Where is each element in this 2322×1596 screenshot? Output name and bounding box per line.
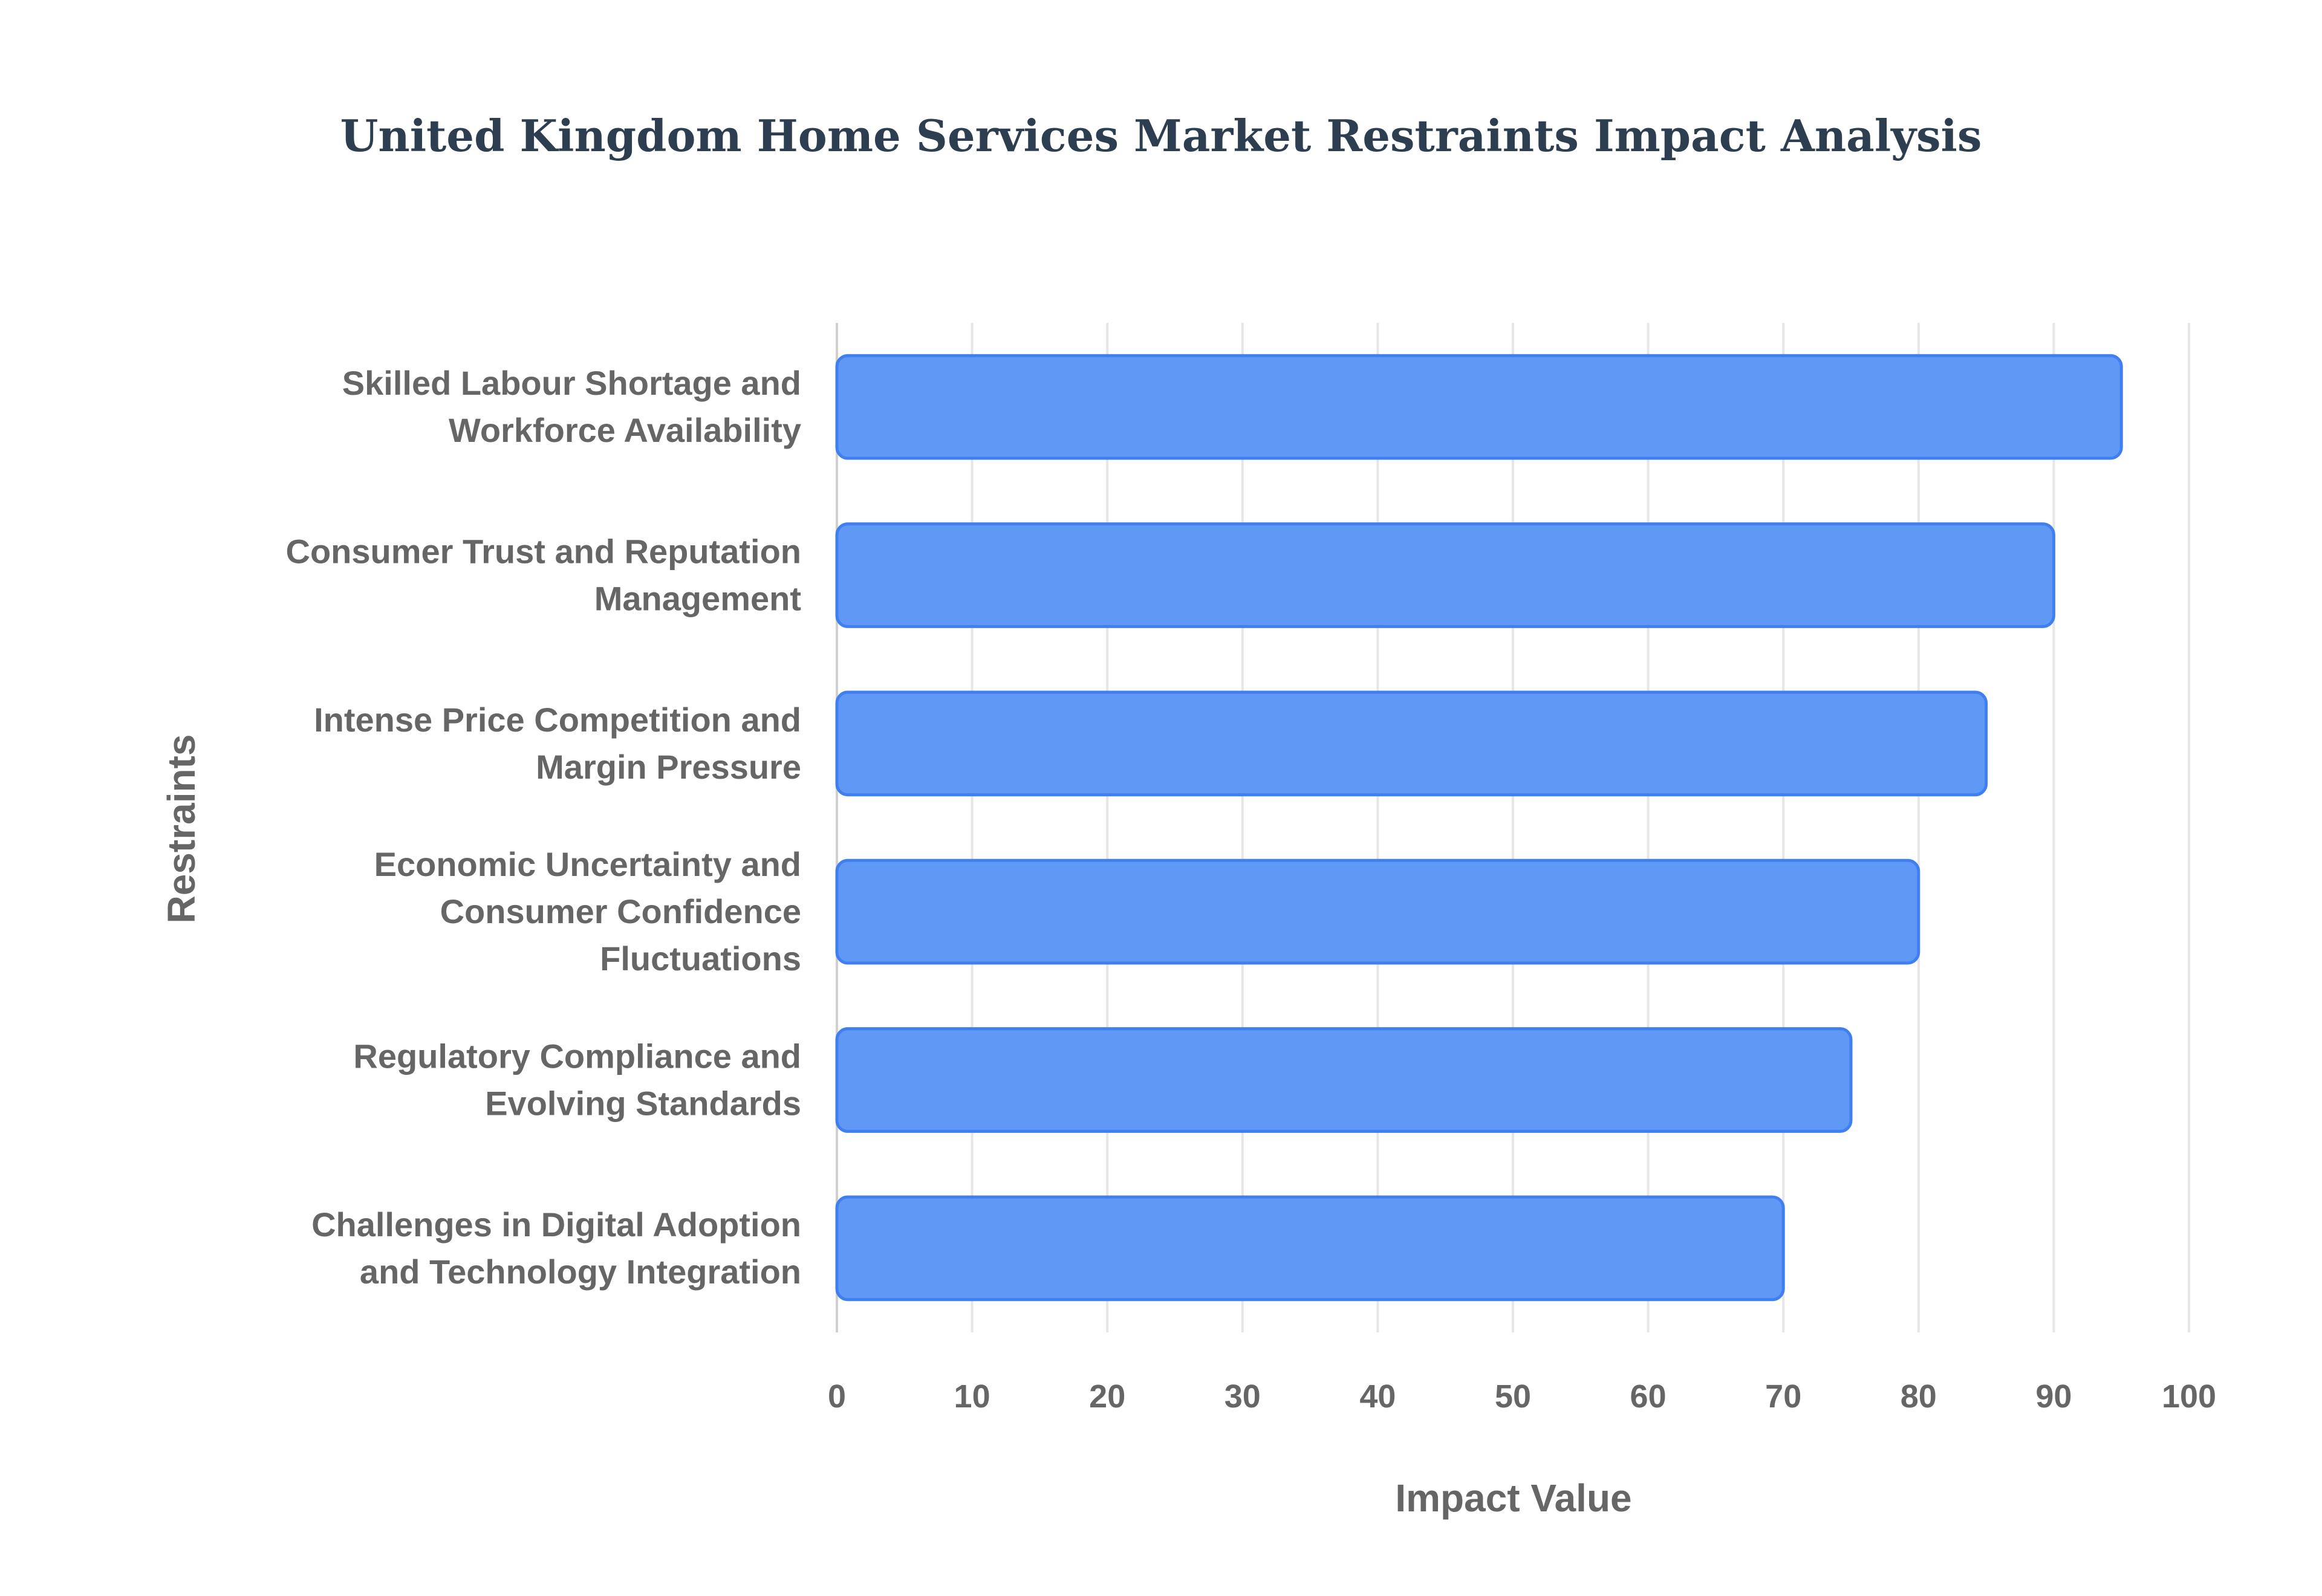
- y-tick-label: Challenges in Digital Adoption and Techno…: [311, 1205, 801, 1291]
- bar: [835, 858, 1920, 965]
- y-tick-label: Consumer Trust and Reputation Management: [286, 533, 802, 618]
- y-tick-label: Intense Price Competition and Margin Pres…: [314, 701, 801, 786]
- y-tick-label: Skilled Labour Shortage and Workforce Ava…: [342, 364, 801, 449]
- y-tick-label-line: and Technology Integration: [360, 1253, 801, 1291]
- bar: [835, 522, 2055, 628]
- bar: [835, 354, 2123, 460]
- y-tick-label-line: Consumer Trust and Reputation: [286, 533, 802, 571]
- y-tick-label: Regulatory Compliance and Evolving Standa…: [353, 1037, 801, 1123]
- y-tick-label-line: Economic Uncertainty and: [374, 845, 801, 883]
- x-tick-labels: 0 10 20 30 40 50 60 70 80 90 100: [828, 1378, 2216, 1415]
- y-axis-title: Restraints: [160, 735, 203, 924]
- y-tick-label: Economic Uncertainty and Consumer Confide…: [374, 845, 801, 978]
- bar: [835, 1195, 1785, 1302]
- x-tick-label: 50: [1495, 1378, 1531, 1415]
- y-tick-label-line: Regulatory Compliance and: [353, 1037, 801, 1075]
- x-tick-label: 60: [1630, 1378, 1667, 1415]
- x-tick-label: 90: [2035, 1378, 2072, 1415]
- bar: [835, 1027, 1853, 1133]
- x-tick-label: 100: [2162, 1378, 2216, 1415]
- x-tick-label: 10: [954, 1378, 990, 1415]
- x-axis-title: Impact Value: [1395, 1476, 1631, 1520]
- y-tick-label-line: Intense Price Competition and: [314, 701, 801, 739]
- y-tick-label-line: Evolving Standards: [485, 1085, 801, 1123]
- x-tick-label: 40: [1359, 1378, 1396, 1415]
- y-tick-label-line: Challenges in Digital Adoption: [311, 1205, 801, 1244]
- x-tick-label: 80: [1901, 1378, 1937, 1415]
- bar: [835, 690, 1988, 797]
- x-tick-label: 0: [828, 1378, 846, 1415]
- y-tick-labels: Skilled Labour Shortage and Workforce Ava…: [286, 364, 802, 1291]
- grid-lines: [836, 323, 2190, 1332]
- chart-title: United Kingdom Home Services Market Rest…: [340, 110, 1982, 161]
- y-tick-label-line: Fluctuations: [600, 939, 801, 978]
- y-tick-label-line: Workforce Availability: [449, 411, 801, 449]
- bars: [835, 354, 2123, 1302]
- x-tick-label: 20: [1089, 1378, 1125, 1415]
- x-tick-label: 30: [1224, 1378, 1261, 1415]
- y-tick-label-line: Management: [594, 580, 801, 618]
- x-tick-label: 70: [1765, 1378, 1801, 1415]
- y-tick-label-line: Skilled Labour Shortage and: [342, 364, 801, 402]
- y-tick-label-line: Margin Pressure: [536, 748, 801, 786]
- y-tick-label-line: Consumer Confidence: [440, 892, 801, 930]
